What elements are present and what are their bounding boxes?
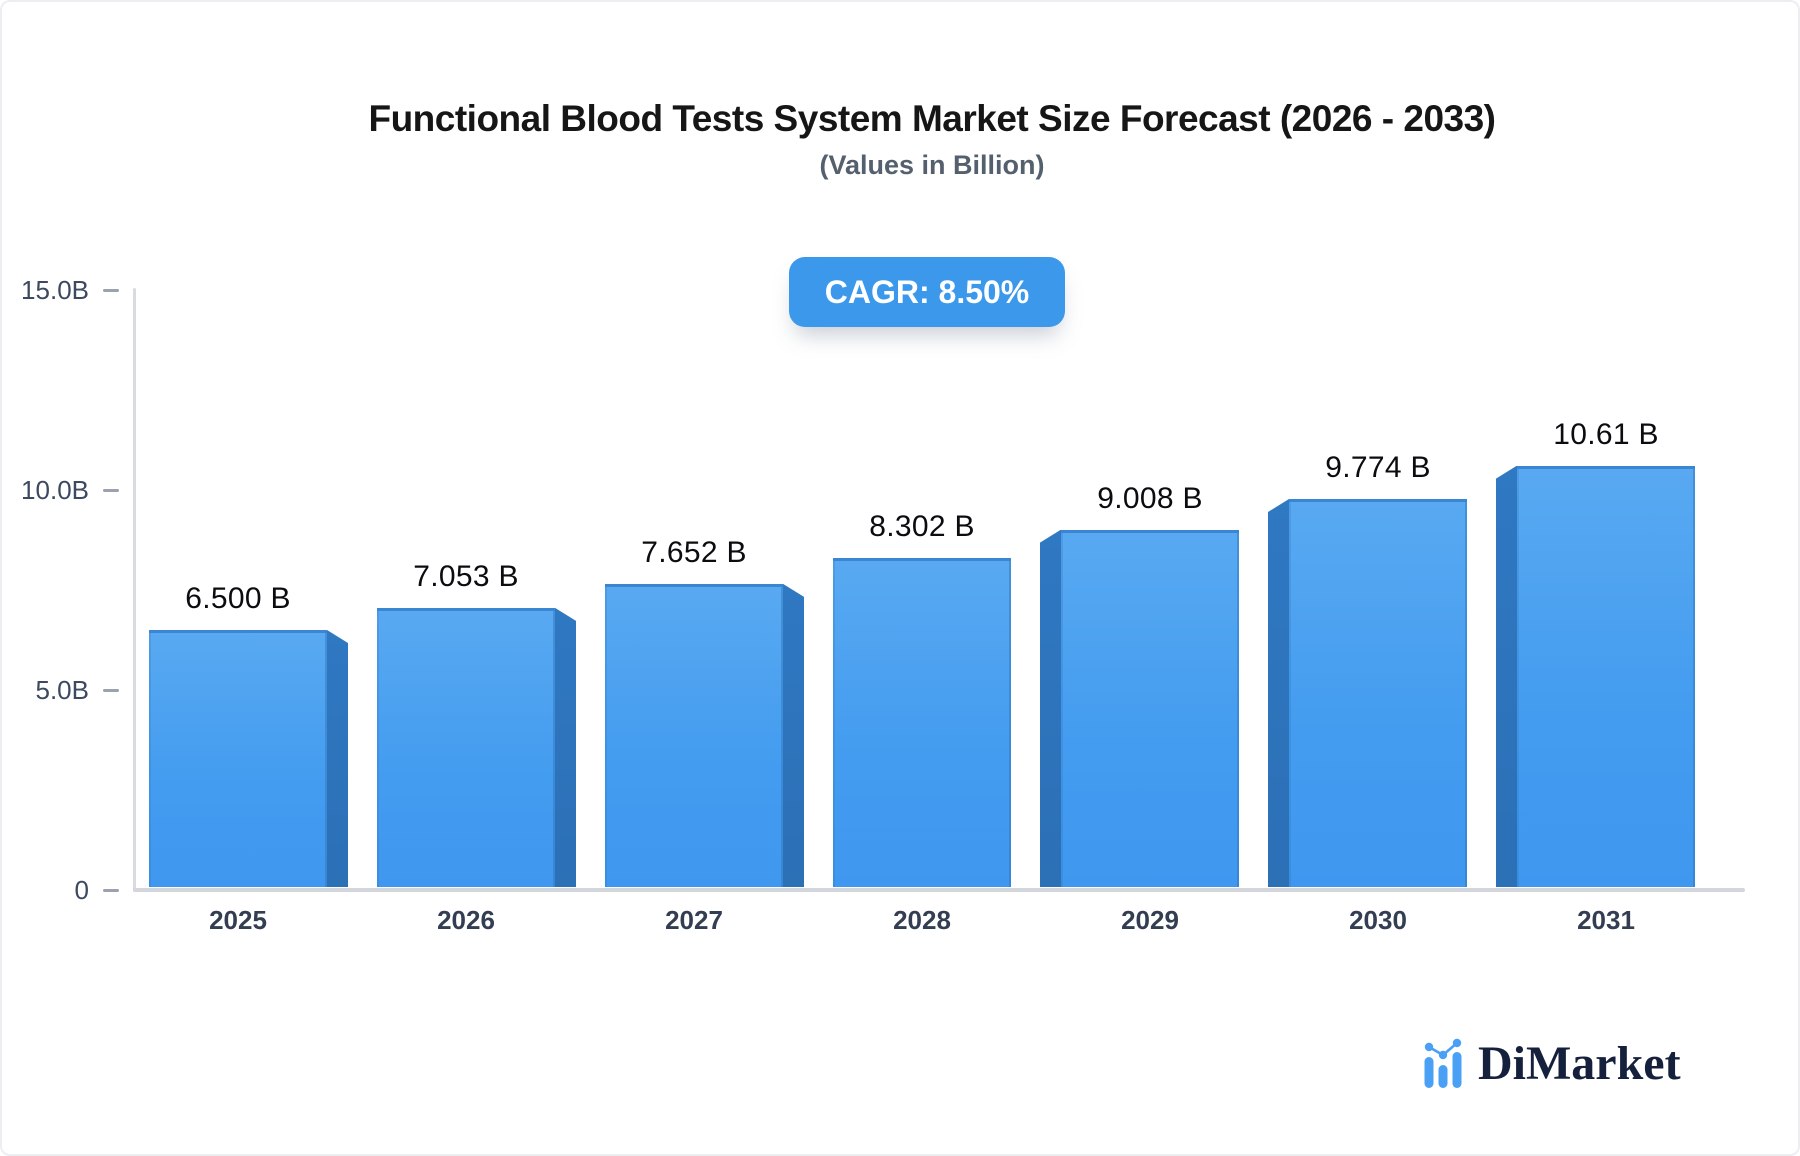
bar-value-label: 8.302 B — [869, 509, 975, 543]
mini-bar-chart-icon — [1424, 1038, 1462, 1088]
y-axis-tick-label: 5.0B — [35, 675, 90, 705]
x-axis-label: 2031 — [1577, 905, 1635, 935]
bar-value-label: 9.008 B — [1097, 481, 1203, 515]
y-axis-tick-label: 15.0B — [21, 275, 89, 305]
bar-side-face — [555, 607, 576, 887]
cagr-badge: CAGR: 8.50% — [789, 257, 1065, 327]
bar-side-face — [1496, 465, 1517, 887]
x-axis-label: 2030 — [1349, 905, 1407, 935]
y-axis-line — [133, 288, 136, 892]
bar-side-face — [327, 630, 348, 887]
chart-title: Functional Blood Tests System Market Siz… — [368, 98, 1496, 139]
logo-text: DiMarket — [1478, 1037, 1681, 1090]
bar — [1517, 465, 1695, 887]
x-axis-label: 2029 — [1121, 905, 1179, 935]
x-axis-label: 2028 — [893, 905, 951, 935]
x-axis-label: 2027 — [665, 905, 723, 935]
x-axis-line — [133, 888, 1745, 892]
bar-side-face — [1268, 499, 1289, 887]
y-axis-tick — [103, 888, 119, 892]
bar — [377, 607, 555, 887]
bar — [149, 630, 327, 887]
bar-value-label: 9.774 B — [1325, 451, 1431, 485]
y-axis-tick — [103, 688, 119, 692]
bar-value-label: 7.053 B — [413, 559, 519, 593]
y-axis-tick — [103, 288, 119, 292]
x-axis-label: 2026 — [437, 905, 495, 935]
bar-side-face — [1040, 529, 1061, 887]
bar-value-label: 7.652 B — [641, 535, 747, 569]
y-axis-tick — [103, 488, 119, 492]
y-axis-tick-label: 0 — [74, 875, 89, 905]
bar — [833, 557, 1011, 887]
bar-value-label: 10.61 B — [1553, 417, 1659, 451]
bar — [1289, 499, 1467, 887]
bar — [605, 583, 783, 887]
chart-subtitle: (Values in Billion) — [819, 150, 1045, 180]
bar-side-face — [783, 583, 804, 887]
bar — [1061, 529, 1239, 887]
x-axis-label: 2025 — [209, 905, 267, 935]
brand-logo: DiMarket — [1422, 1038, 1681, 1090]
bar-value-label: 6.500 B — [185, 582, 291, 615]
y-axis-tick-label: 10.0B — [21, 475, 89, 505]
